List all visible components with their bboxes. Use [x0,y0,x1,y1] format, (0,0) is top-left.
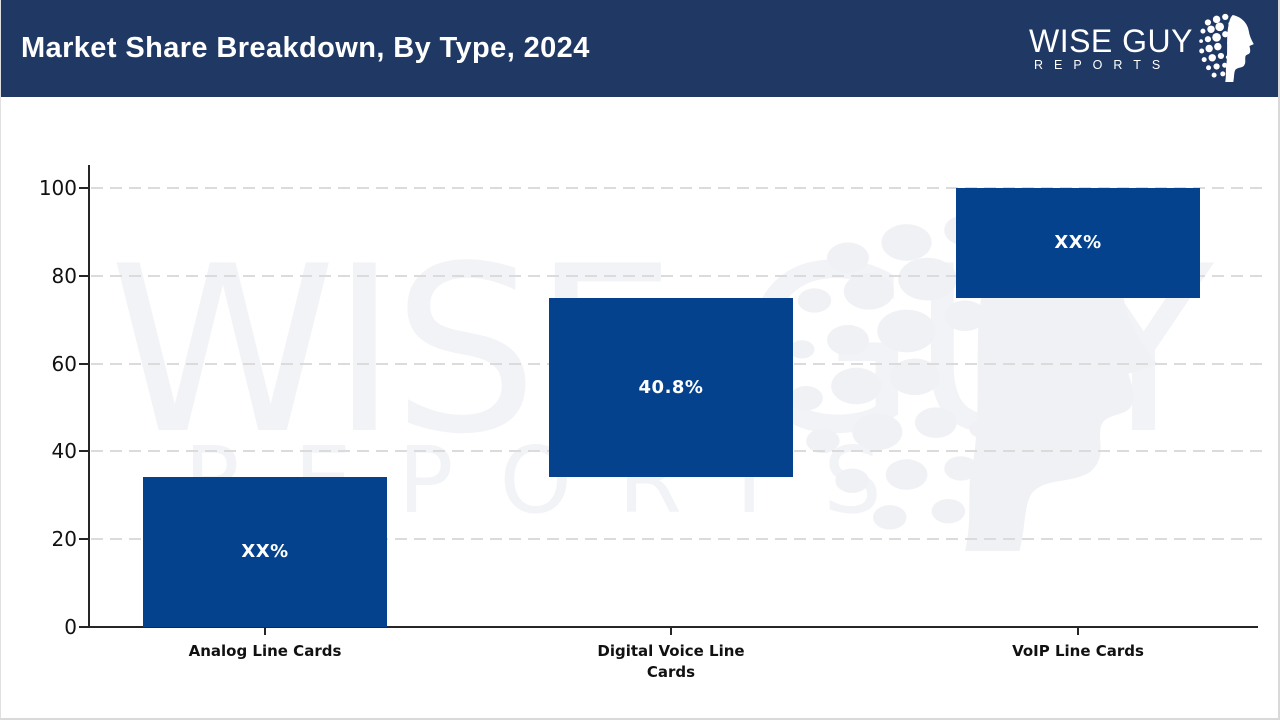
header: Market Share Breakdown, By Type, 2024 WI… [1,0,1278,97]
category-label-voip-line-cards: VoIP Line Cards [1012,642,1144,660]
y-tick-mark [79,538,89,541]
y-axis [88,165,90,627]
chart-area: WISE GUY REPORTS 0 20 40 60 80 100 XX% 4… [1,97,1278,718]
y-tick-mark [79,450,89,453]
logo-subtext: REPORTS [1033,58,1172,72]
category-label-analog-line-cards: Analog Line Cards [188,642,342,660]
logo-head-icon [1198,12,1255,85]
bar-voip-line-cards: XX% [956,188,1200,298]
logo-text: WISE GUY REPORTS [1029,24,1193,73]
bar-value-label: 40.8% [638,376,704,398]
x-tick-mark [264,628,266,635]
bar-analog-line-cards: XX% [143,476,387,627]
y-tick-label: 100 [38,176,77,200]
y-tick-label: 40 [51,439,77,464]
page-title: Market Share Breakdown, By Type, 2024 [21,32,590,64]
wiseguy-logo: WISE GUY REPORTS [1029,12,1255,85]
y-tick-label: 20 [51,527,77,552]
bar-digital-voice-line-cards: 40.8% [549,297,793,477]
logo-wordmark: WISE GUY [1028,23,1193,59]
y-tick-label: 0 [64,615,77,639]
y-tick-label: 80 [51,263,77,288]
gridline [91,274,1263,277]
bar-value-label: XX% [241,541,289,563]
y-tick-mark [79,187,89,189]
y-tick-label: 60 [51,351,77,376]
x-tick-mark [1077,628,1079,635]
category-label-digital-voice-line-cards: Digital Voice Line Cards [597,642,745,681]
gridline [91,187,1263,189]
plot-area: 0 20 40 60 80 100 XX% 40.8% XX% Analog L… [1,97,1278,718]
x-tick-mark [670,628,672,635]
y-tick-mark [79,274,89,277]
y-tick-mark [79,362,89,365]
x-axis [88,626,1258,628]
bar-value-label: XX% [1054,232,1102,254]
gridline [91,538,1263,541]
y-tick-mark [79,626,89,628]
